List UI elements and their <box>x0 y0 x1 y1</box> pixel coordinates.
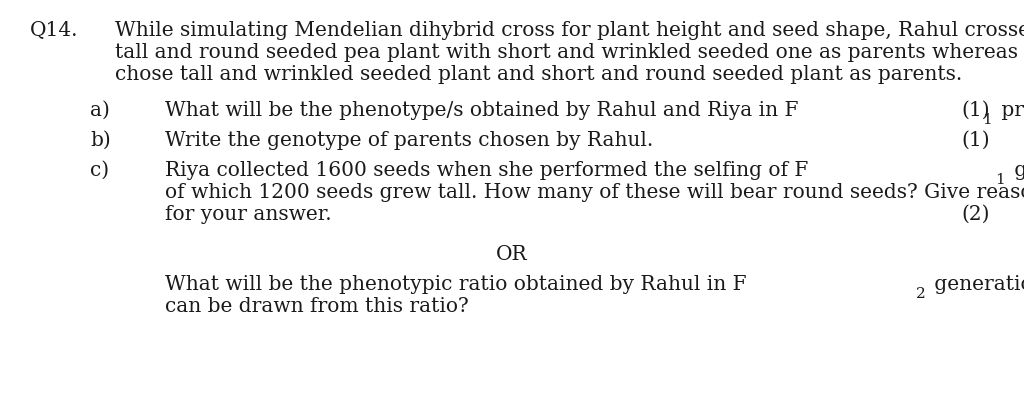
Text: Q14.: Q14. <box>30 21 79 40</box>
Text: (1): (1) <box>962 131 990 150</box>
Text: 1: 1 <box>982 113 992 127</box>
Text: of which 1200 seeds grew tall. How many of these will bear round seeds? Give rea: of which 1200 seeds grew tall. How many … <box>165 183 1024 202</box>
Text: chose tall and wrinkled seeded plant and short and round seeded plant as parents: chose tall and wrinkled seeded plant and… <box>115 65 963 84</box>
Text: OR: OR <box>497 245 527 264</box>
Text: generation plants, out: generation plants, out <box>1008 161 1024 180</box>
Text: 1: 1 <box>995 173 1005 187</box>
Text: What will be the phenotype/s obtained by Rahul and Riya in F: What will be the phenotype/s obtained by… <box>165 101 799 120</box>
Text: What will be the phenotypic ratio obtained by Rahul in F: What will be the phenotypic ratio obtain… <box>165 275 746 294</box>
Text: progeny?: progeny? <box>995 101 1024 120</box>
Text: generation? Which conclusion: generation? Which conclusion <box>928 275 1024 294</box>
Text: tall and round seeded pea plant with short and wrinkled seeded one as parents wh: tall and round seeded pea plant with sho… <box>115 43 1024 62</box>
Text: can be drawn from this ratio?: can be drawn from this ratio? <box>165 297 469 316</box>
Text: (1): (1) <box>962 101 990 120</box>
Text: b): b) <box>90 131 111 150</box>
Text: Riya collected 1600 seeds when she performed the selfing of F: Riya collected 1600 seeds when she perfo… <box>165 161 808 180</box>
Text: for your answer.: for your answer. <box>165 205 332 224</box>
Text: c): c) <box>90 161 110 180</box>
Text: (2): (2) <box>962 205 990 224</box>
Text: 2: 2 <box>915 287 926 301</box>
Text: While simulating Mendelian dihybrid cross for plant height and seed shape, Rahul: While simulating Mendelian dihybrid cros… <box>115 21 1024 40</box>
Text: a): a) <box>90 101 110 120</box>
Text: Write the genotype of parents chosen by Rahul.: Write the genotype of parents chosen by … <box>165 131 653 150</box>
